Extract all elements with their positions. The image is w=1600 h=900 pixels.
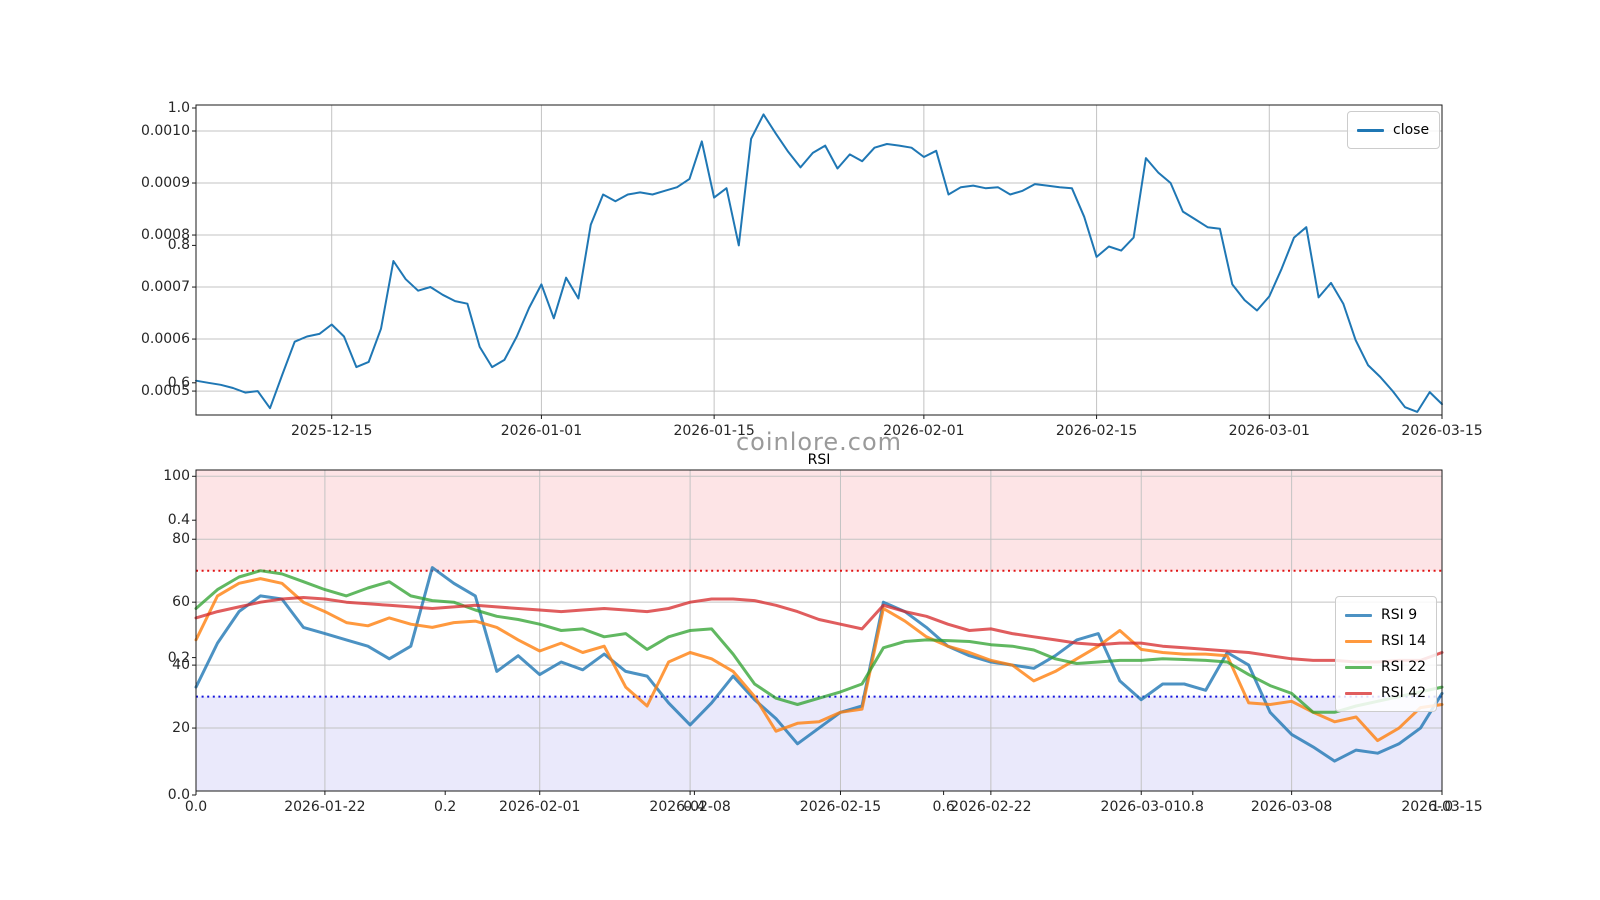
watermark: coinlore.com xyxy=(735,428,903,456)
y-tick-label: 0.0005 xyxy=(141,383,190,400)
legend-entry: close xyxy=(1357,117,1429,143)
x-tick-label: 2026-02-15 xyxy=(1055,423,1138,439)
legend-label: RSI 9 xyxy=(1381,607,1418,623)
x-tick-label: 2026-02-08 xyxy=(649,799,731,815)
y-tick-label: 60 xyxy=(172,594,190,611)
x-tick-label: 2025-12-15 xyxy=(291,423,373,439)
x-tick-label: 2026-03-01 xyxy=(1228,423,1310,439)
y-tick-label: 0.0008 xyxy=(141,227,190,244)
legend-line-swatch xyxy=(1357,128,1384,132)
y-tick-label: 0.0006 xyxy=(141,331,190,348)
ghost-x-tick-label: 0.2 xyxy=(434,799,457,815)
x-tick-label: 2026-02-01 xyxy=(499,799,581,815)
ghost-x-tick-label: 1.0 xyxy=(1430,799,1454,815)
x-tick-label: 2026-01-15 xyxy=(673,423,755,439)
y-tick-label: 40 xyxy=(172,657,190,674)
legend-entry: RSI 14 xyxy=(1345,628,1426,654)
ghost-x-tick-label: 0.0 xyxy=(184,799,208,815)
x-tick-label: 2026-03-01 xyxy=(1100,799,1182,815)
y-tick-label: 0.0007 xyxy=(141,279,190,296)
legend-label: RSI 42 xyxy=(1381,685,1427,701)
legend-entry: RSI 9 xyxy=(1345,602,1426,628)
ghost-y-tick-label: 0.8 xyxy=(167,237,190,254)
rsi-legend: RSI 9 RSI 14 RSI 22 RSI 42 xyxy=(1335,596,1438,712)
legend-entry: RSI 22 xyxy=(1345,654,1426,680)
legend-label: RSI 14 xyxy=(1381,633,1427,649)
legend-label: RSI 22 xyxy=(1381,659,1427,675)
x-tick-label: 2026-01-22 xyxy=(284,799,366,815)
ghost-y-tick-label: 0.4 xyxy=(167,512,190,529)
x-tick-label: 2026-03-15 xyxy=(1401,799,1483,815)
legend-entry: RSI 42 xyxy=(1345,680,1426,706)
legend-label: close xyxy=(1393,122,1430,138)
y-tick-label: 100 xyxy=(163,468,190,485)
x-tick-label: 2026-03-15 xyxy=(1401,423,1483,439)
ghost-y-tick-label: 0.2 xyxy=(167,649,190,666)
x-tick-label: 2026-01-01 xyxy=(500,423,583,439)
y-tick-label: 0.0010 xyxy=(141,123,190,139)
price-legend: close xyxy=(1347,111,1441,149)
x-tick-label: 2026-02-01 xyxy=(883,423,965,439)
ghost-x-tick-label: 0.6 xyxy=(932,799,955,815)
x-tick-label: 2026-03-08 xyxy=(1250,799,1333,815)
y-tick-label: 20 xyxy=(172,720,190,737)
ghost-y-tick-label: 0.0 xyxy=(167,787,190,803)
legend-line-swatch xyxy=(1345,613,1372,617)
x-tick-label: 2026-02-15 xyxy=(799,799,882,815)
y-tick-label: 80 xyxy=(172,531,190,548)
x-tick-label: 2026-02-22 xyxy=(950,799,1032,815)
ghost-y-tick-label: 0.6 xyxy=(167,374,190,391)
legend-line-swatch xyxy=(1345,691,1372,695)
ghost-x-tick-label: 0.4 xyxy=(683,799,706,815)
legend-line-swatch xyxy=(1345,665,1372,669)
ghost-y-tick-label: 1.0 xyxy=(167,100,190,116)
ghost-x-tick-label: 0.8 xyxy=(1181,799,1204,815)
rsi-panel-title: RSI xyxy=(807,452,831,468)
legend-line-swatch xyxy=(1345,639,1372,643)
y-tick-label: 0.0009 xyxy=(141,175,190,192)
